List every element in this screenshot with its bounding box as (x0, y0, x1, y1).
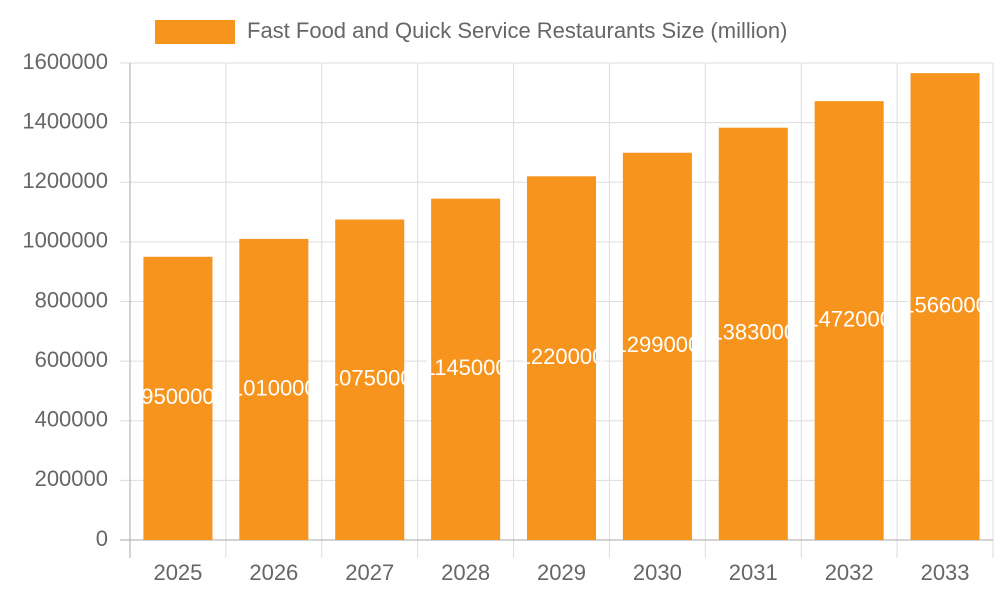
data-label: 1145000 (424, 355, 508, 380)
bar (622, 152, 692, 540)
bar (431, 198, 501, 540)
bar (526, 176, 597, 540)
y-tick-label: 1200000 (22, 168, 108, 193)
y-tick-label: 600000 (35, 347, 108, 372)
y-tick-label: 800000 (35, 287, 108, 312)
y-tick-label: 1400000 (22, 108, 108, 133)
x-tick-label: 2025 (153, 560, 202, 585)
bar (335, 219, 405, 540)
y-tick-label: 400000 (35, 407, 108, 432)
x-tick-label: 2033 (921, 560, 970, 585)
y-tick-label: 1000000 (22, 228, 108, 253)
x-tick-label: 2027 (345, 560, 394, 585)
legend-swatch (155, 20, 235, 44)
x-tick-label: 2029 (537, 560, 586, 585)
data-label: 1383000 (710, 320, 796, 345)
data-label: 1299000 (615, 332, 701, 357)
bar (910, 73, 980, 540)
bar (143, 256, 213, 540)
data-label: 1220000 (519, 344, 605, 369)
x-tick-label: 2030 (633, 560, 682, 585)
data-label: 950000 (141, 384, 214, 409)
y-tick-label: 200000 (35, 466, 108, 491)
legend-label: Fast Food and Quick Service Restaurants … (247, 18, 787, 43)
bar (718, 127, 788, 541)
x-tick-label: 2031 (729, 560, 778, 585)
x-tick-label: 2032 (825, 560, 874, 585)
y-tick-label: 0 (96, 526, 108, 551)
data-label: 1010000 (231, 375, 317, 400)
bar (814, 101, 884, 540)
data-label: 1472000 (806, 306, 892, 331)
y-tick-label: 1600000 (22, 49, 108, 74)
data-label: 1566000 (902, 292, 988, 317)
x-tick-label: 2026 (249, 560, 298, 585)
x-tick-label: 2028 (441, 560, 490, 585)
bar (239, 238, 309, 541)
data-label: 1075000 (327, 366, 413, 391)
